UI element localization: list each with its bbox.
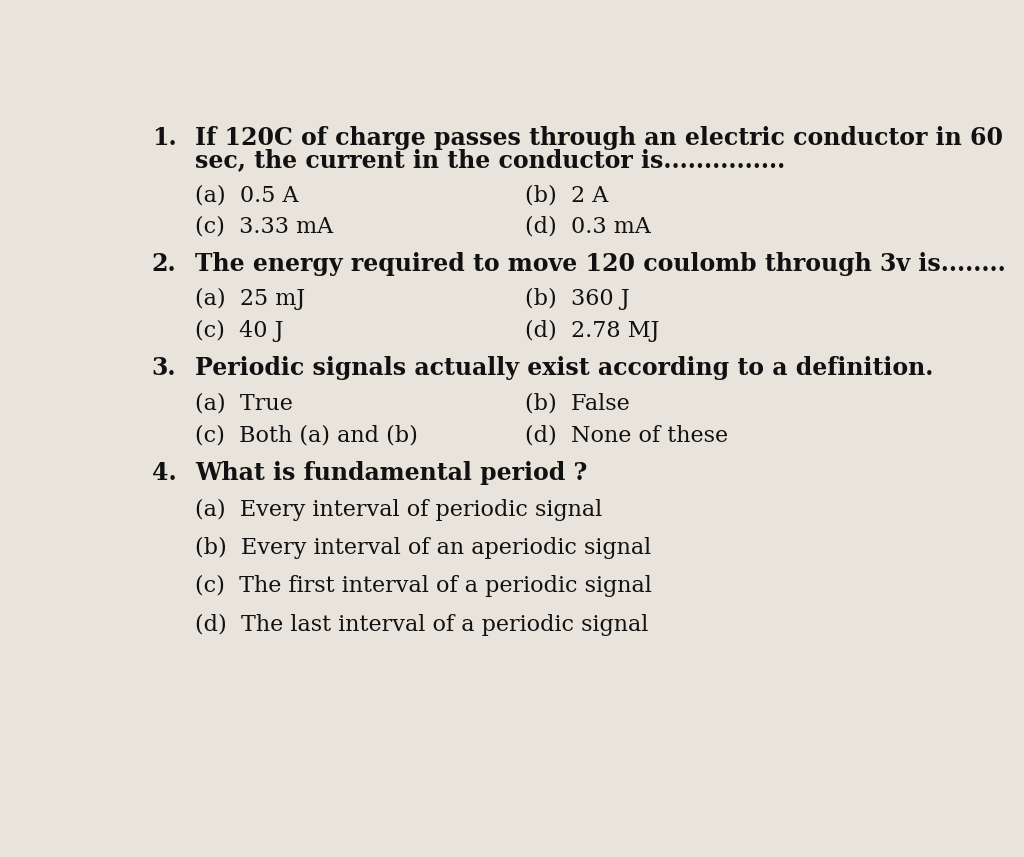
- Text: 4.: 4.: [152, 460, 176, 484]
- Text: (c)  3.33 mA: (c) 3.33 mA: [196, 216, 334, 237]
- Text: (d)  The last interval of a periodic signal: (d) The last interval of a periodic sign…: [196, 614, 649, 636]
- Text: If 120C of charge passes through an electric conductor in 60: If 120C of charge passes through an elec…: [196, 126, 1004, 150]
- Text: 3.: 3.: [152, 357, 176, 381]
- Text: Periodic signals actually exist according to a definition.: Periodic signals actually exist accordin…: [196, 357, 934, 381]
- Text: (b)  360 J: (b) 360 J: [524, 288, 630, 310]
- Text: (b)  2 A: (b) 2 A: [524, 184, 608, 206]
- Text: (b)  False: (b) False: [524, 393, 630, 415]
- Text: (a)  True: (a) True: [196, 393, 293, 415]
- Text: (a)  Every interval of periodic signal: (a) Every interval of periodic signal: [196, 499, 603, 521]
- Text: (c)  40 J: (c) 40 J: [196, 320, 284, 342]
- Text: (a)  0.5 A: (a) 0.5 A: [196, 184, 299, 206]
- Text: (d)  2.78 MJ: (d) 2.78 MJ: [524, 320, 659, 342]
- Text: 1.: 1.: [152, 126, 176, 150]
- Text: (a)  25 mJ: (a) 25 mJ: [196, 288, 305, 310]
- Text: sec, the current in the conductor is...............: sec, the current in the conductor is....…: [196, 147, 785, 171]
- Text: (d)  0.3 mA: (d) 0.3 mA: [524, 216, 650, 237]
- Text: 2.: 2.: [152, 252, 176, 276]
- Text: The energy required to move 120 coulomb through 3v is........: The energy required to move 120 coulomb …: [196, 252, 1007, 276]
- Text: What is fundamental period ?: What is fundamental period ?: [196, 460, 588, 484]
- Text: (d)  None of these: (d) None of these: [524, 424, 728, 446]
- Text: (c)  The first interval of a periodic signal: (c) The first interval of a periodic sig…: [196, 575, 652, 597]
- Text: (c)  Both (a) and (b): (c) Both (a) and (b): [196, 424, 419, 446]
- Text: (b)  Every interval of an aperiodic signal: (b) Every interval of an aperiodic signa…: [196, 537, 651, 559]
